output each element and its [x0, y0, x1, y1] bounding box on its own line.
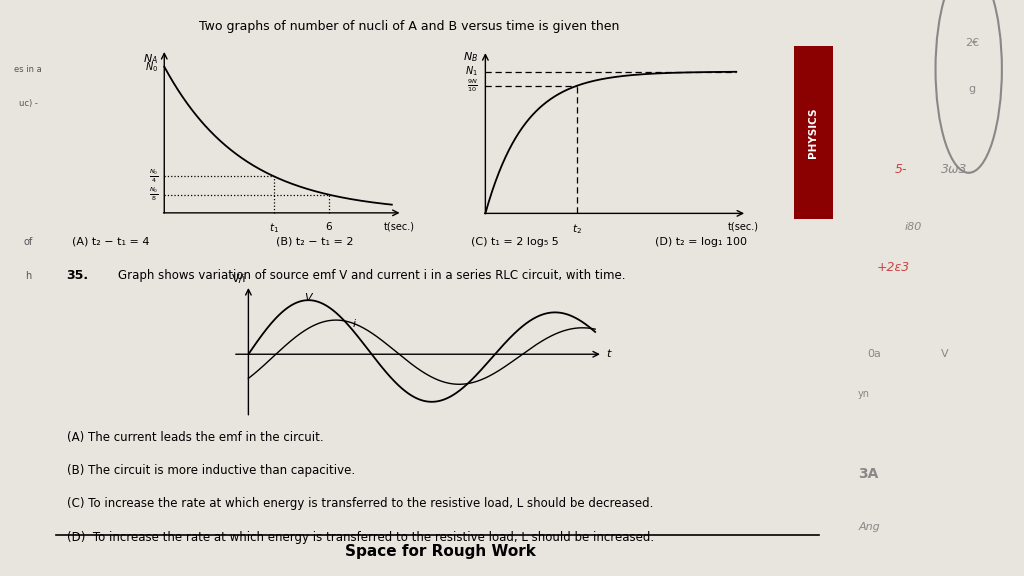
Text: (C) t₁ = 2 log₅ 5: (C) t₁ = 2 log₅ 5: [471, 237, 559, 247]
Text: of: of: [24, 237, 33, 247]
Text: V: V: [304, 293, 311, 303]
Text: V: V: [941, 349, 948, 359]
Text: $N_B$: $N_B$: [463, 51, 478, 65]
Text: $N_1$: $N_1$: [465, 65, 478, 78]
Text: 3A: 3A: [858, 467, 879, 481]
Text: (A) The current leads the emf in the circuit.: (A) The current leads the emf in the cir…: [67, 431, 324, 444]
Text: $\frac{N_0}{4}$: $\frac{N_0}{4}$: [148, 168, 159, 185]
Text: PHYSICS: PHYSICS: [808, 107, 818, 158]
Text: $N_0$: $N_0$: [145, 60, 159, 74]
Text: t: t: [606, 349, 611, 359]
Text: 0a: 0a: [867, 349, 882, 359]
Text: 35.: 35.: [67, 270, 89, 282]
Text: $N_A$: $N_A$: [143, 52, 159, 66]
Text: 5-: 5-: [895, 163, 907, 176]
Text: $\frac{9N}{10}$: $\frac{9N}{10}$: [468, 77, 478, 94]
Text: Space for Rough Work: Space for Rough Work: [345, 544, 536, 559]
Text: t(sec.): t(sec.): [383, 222, 415, 232]
Text: t(sec.): t(sec.): [728, 222, 759, 232]
Text: (D)  To increase the rate at which energy is transferred to the resistive load, : (D) To increase the rate at which energy…: [67, 531, 653, 544]
Text: (D) t₂ = log₁ 100: (D) t₂ = log₁ 100: [655, 237, 748, 247]
Text: Two graphs of number of nucli of A and B versus time is given then: Two graphs of number of nucli of A and B…: [200, 20, 620, 33]
Text: V/i: V/i: [231, 274, 247, 284]
Text: 3ω3: 3ω3: [941, 163, 968, 176]
Text: 6: 6: [326, 222, 332, 232]
Text: (C) To increase the rate at which energy is transferred to the resistive load, L: (C) To increase the rate at which energy…: [67, 498, 653, 510]
Text: Ang: Ang: [858, 522, 880, 532]
Text: $t_1$: $t_1$: [268, 222, 279, 236]
Text: (B) t₂ − t₁ = 2: (B) t₂ − t₁ = 2: [276, 237, 354, 247]
Text: es in a: es in a: [14, 65, 42, 74]
Text: i: i: [352, 319, 355, 328]
Text: i80: i80: [904, 222, 922, 232]
Text: h: h: [25, 271, 32, 282]
Text: +2ε3: +2ε3: [877, 261, 909, 274]
Text: Graph shows variation of source emf V and current i in a series RLC circuit, wit: Graph shows variation of source emf V an…: [118, 270, 626, 282]
Text: (A) t₂ − t₁ = 4: (A) t₂ − t₁ = 4: [72, 237, 150, 247]
Text: 2€: 2€: [966, 38, 979, 48]
Text: $t_2$: $t_2$: [572, 222, 582, 236]
Text: $\frac{N_0}{8}$: $\frac{N_0}{8}$: [148, 185, 159, 203]
Text: (B) The circuit is more inductive than capacitive.: (B) The circuit is more inductive than c…: [67, 464, 354, 477]
Text: g: g: [969, 84, 976, 94]
Text: yn: yn: [858, 389, 870, 399]
Text: uc) -: uc) -: [18, 99, 38, 108]
